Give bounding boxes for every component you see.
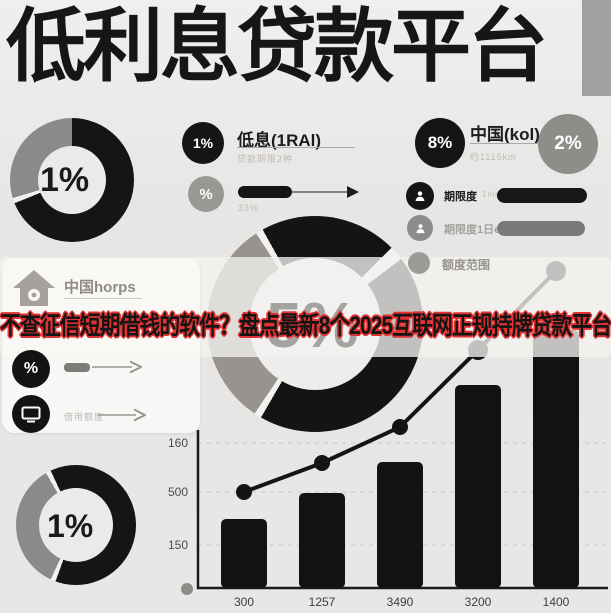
user-icon xyxy=(415,223,425,233)
row-label: 期限度 xyxy=(444,191,477,203)
progress-bar xyxy=(238,186,292,198)
svg-text:150: 150 xyxy=(168,538,188,552)
divider xyxy=(64,298,142,299)
svg-text:500: 500 xyxy=(168,485,188,499)
donut-value-bottom-left: 1% xyxy=(47,508,94,544)
arrow-right-icon xyxy=(92,360,142,374)
svg-text:3490: 3490 xyxy=(387,595,414,609)
arrow-right-icon xyxy=(98,408,146,422)
percent-note: 33% xyxy=(238,203,260,213)
svg-text:3200: 3200 xyxy=(465,595,492,609)
divider xyxy=(237,147,355,148)
brand-name: 中国horps xyxy=(64,279,136,296)
donut-hole xyxy=(38,146,106,214)
donut-hole xyxy=(39,488,113,562)
user-icon-badge xyxy=(406,182,434,210)
progress-bar-gray xyxy=(497,221,585,236)
row-label: 额度范围 xyxy=(442,258,491,272)
divider xyxy=(470,143,562,144)
user-icon xyxy=(415,191,425,201)
home-icon xyxy=(13,270,55,306)
arrow-right-icon xyxy=(292,186,359,198)
row-sublabel: 1mm xyxy=(482,190,503,199)
row-label: 借用额度 xyxy=(64,412,105,422)
page-title: 低利息贷款平台 xyxy=(6,2,548,91)
monitor-icon-badge xyxy=(12,395,50,433)
donut-value-top-left: 1% xyxy=(40,161,90,199)
panel-subtitle: 约1115km xyxy=(470,152,517,162)
donut-chart-top-left xyxy=(10,118,134,242)
panel-subtitle: 贷款期限2种 xyxy=(237,154,294,164)
dot-icon xyxy=(408,252,430,274)
donut-chart-bottom-left xyxy=(16,465,136,585)
panel-title: 中国(kol) xyxy=(470,125,540,144)
svg-text:160: 160 xyxy=(168,436,188,450)
progress-bar xyxy=(497,188,587,203)
monitor-icon xyxy=(21,406,41,422)
svg-text:1257: 1257 xyxy=(309,595,336,609)
percent-badge-gray: 2% xyxy=(538,114,598,174)
brand-card: 中国horps % 借用额度 xyxy=(2,258,200,433)
svg-text:300: 300 xyxy=(234,595,254,609)
banner-headline: 不查征信短期借钱的软件？盘点最新8个2025互联网正规持牌贷款平台 xyxy=(0,312,611,340)
percent-badge: 1% xyxy=(182,122,224,164)
panel-title: 低息(1RAl) xyxy=(237,131,322,150)
svg-text:1400: 1400 xyxy=(543,595,570,609)
corner-block xyxy=(582,0,611,96)
progress-bar-small xyxy=(64,363,90,372)
user-icon-badge-gray xyxy=(407,215,433,241)
percent-badge-gray: % xyxy=(188,176,224,212)
row-label: 期限度1日ed xyxy=(444,224,507,236)
percent-icon-badge: % xyxy=(12,350,50,388)
percent-badge: 8% xyxy=(415,118,465,168)
